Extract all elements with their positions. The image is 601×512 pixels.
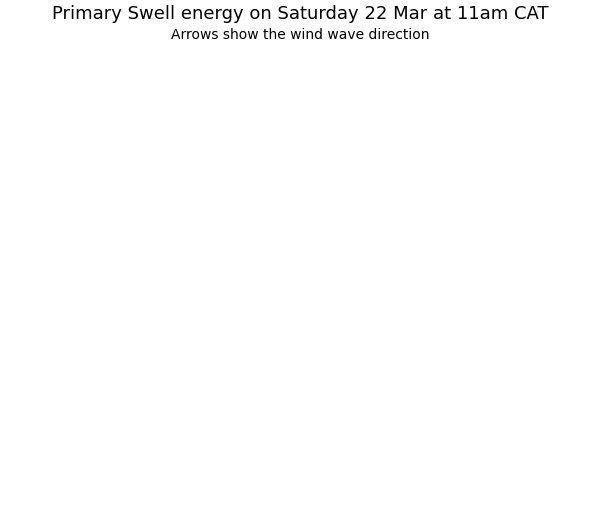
Text: Arrows show the wind wave direction: Arrows show the wind wave direction xyxy=(171,28,430,42)
Text: Primary Swell energy on Saturday 22 Mar at 11am CAT: Primary Swell energy on Saturday 22 Mar … xyxy=(52,5,549,23)
